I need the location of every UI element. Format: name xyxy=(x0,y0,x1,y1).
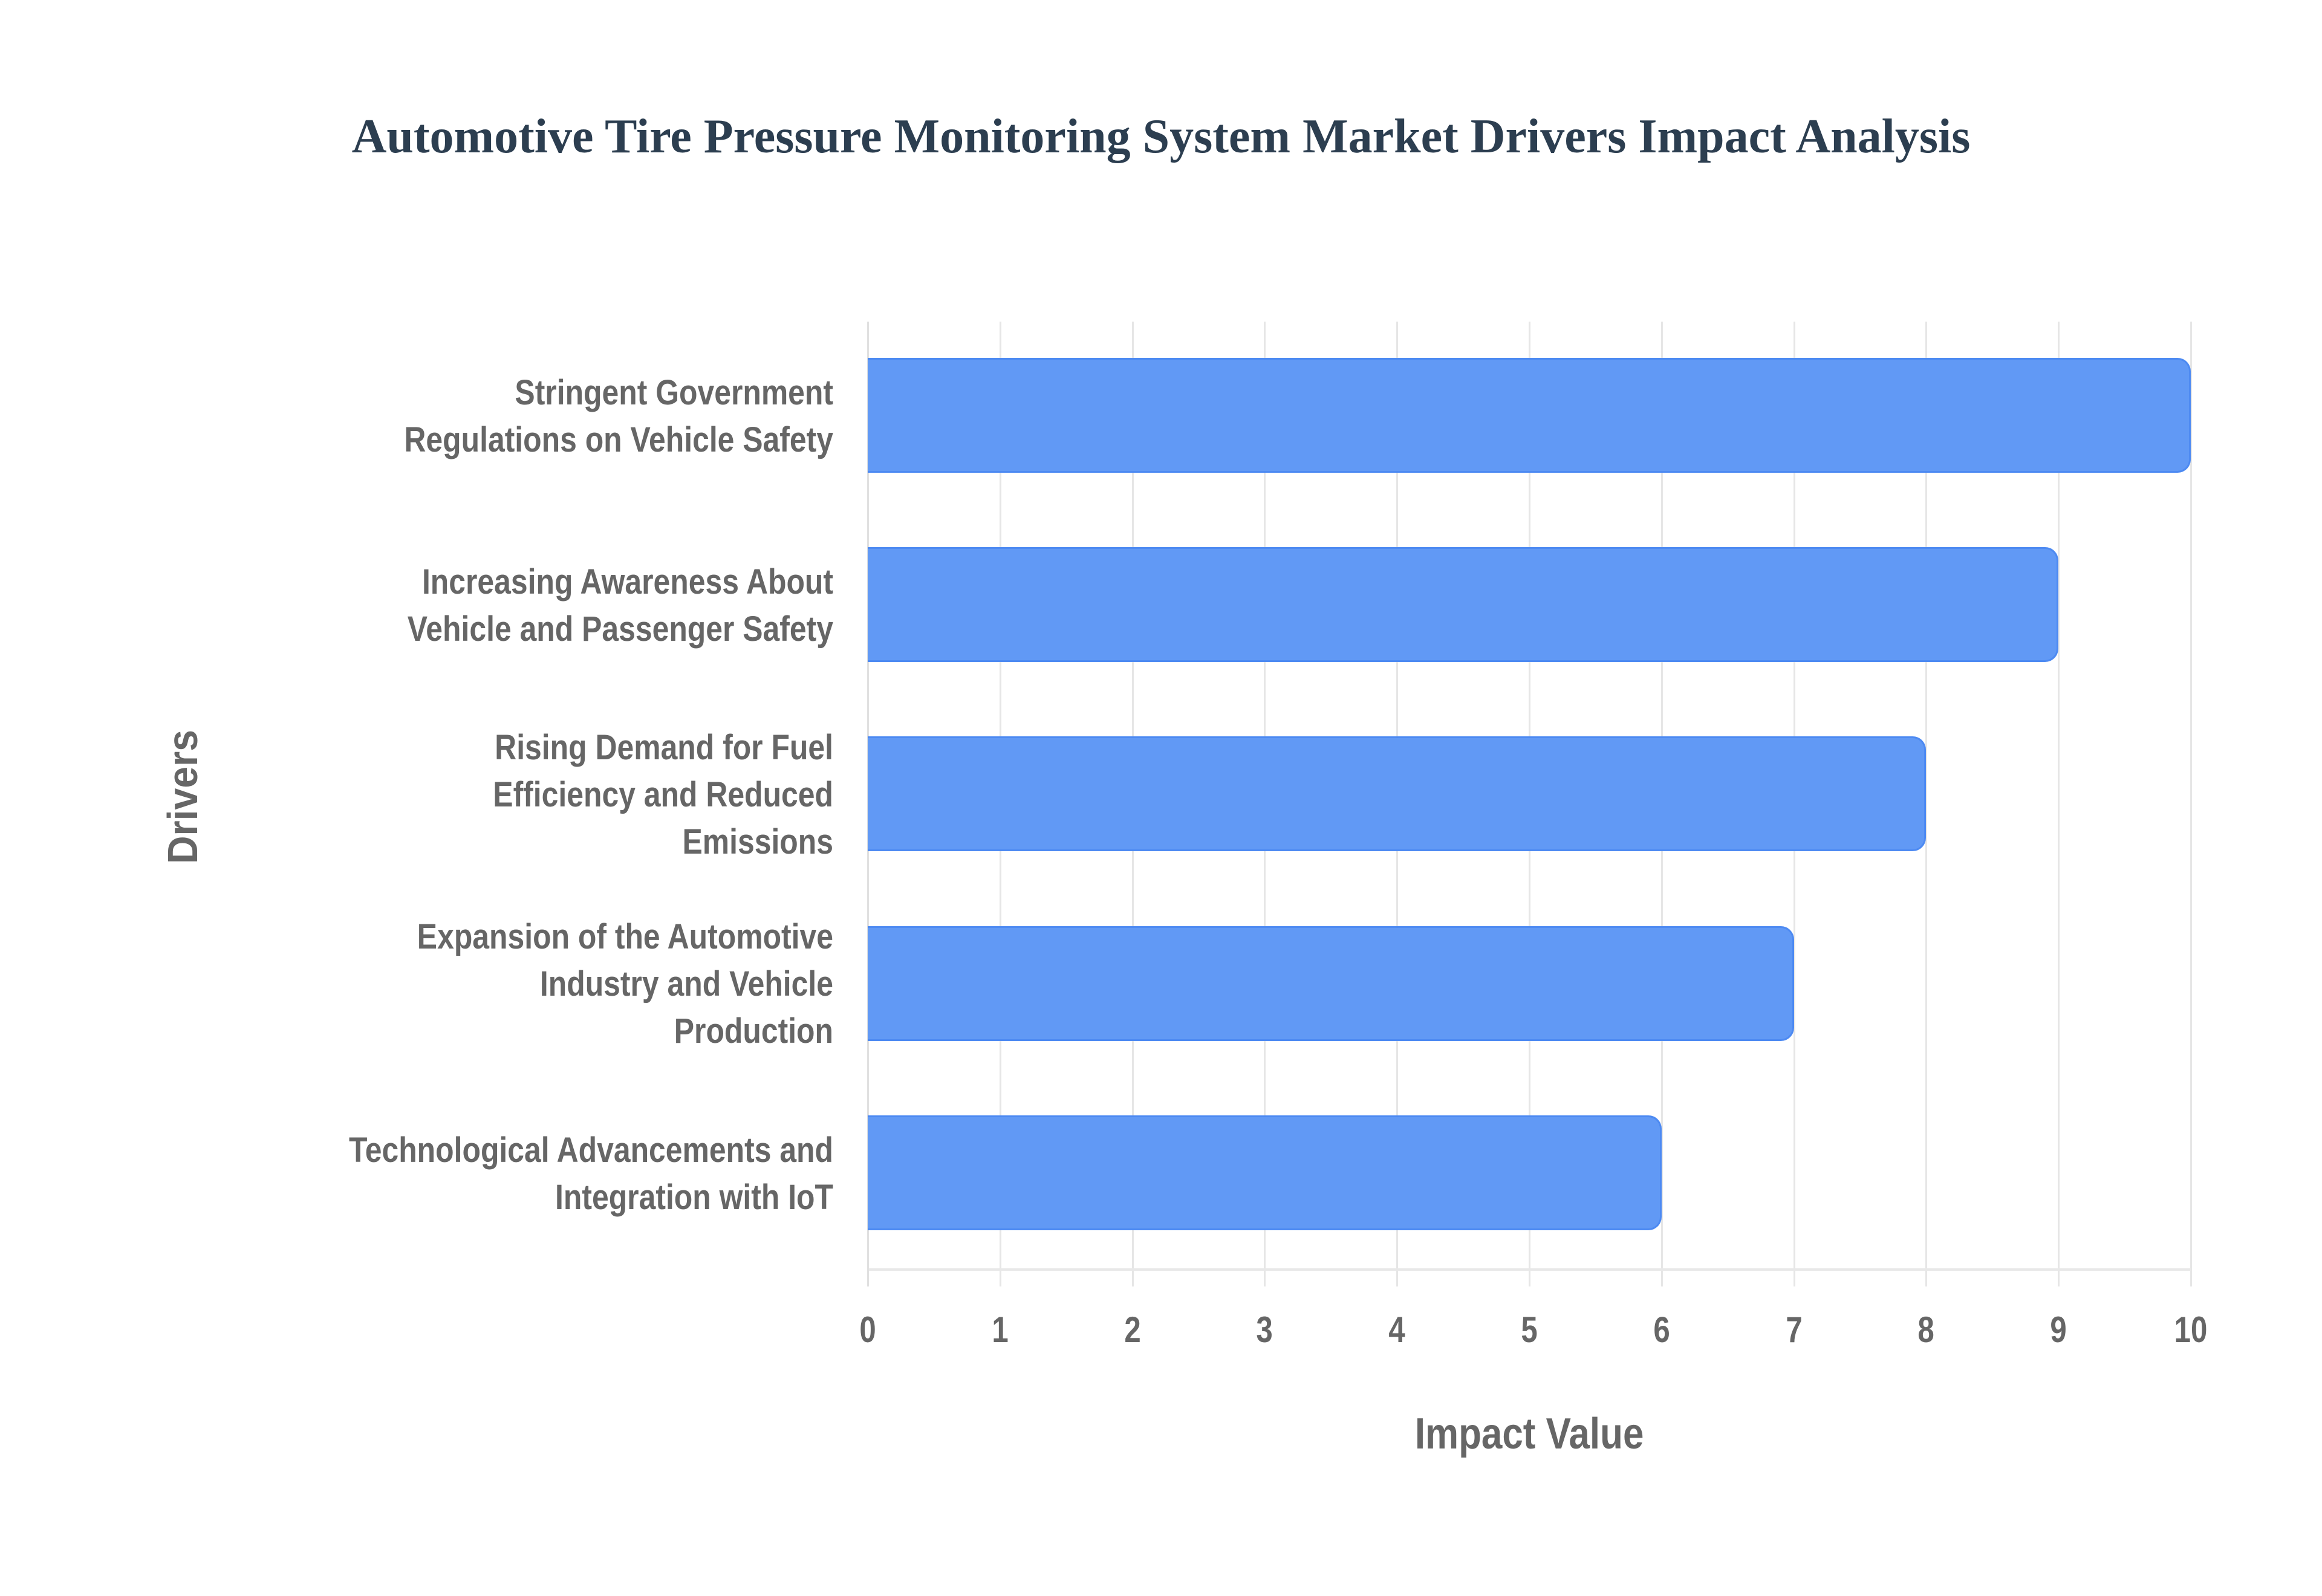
x-tick-label: 8 xyxy=(1917,1309,1935,1350)
x-tick-label: 4 xyxy=(1388,1309,1405,1350)
y-label-line: Regulations on Vehicle Safety xyxy=(404,420,833,459)
x-axis-title: Impact Value xyxy=(868,1410,2191,1458)
gridline-8 xyxy=(1925,322,1928,1286)
x-tick-label: 10 xyxy=(2174,1309,2208,1350)
bar-fuel-efficiency[interactable] xyxy=(868,736,1927,851)
x-axis-line xyxy=(868,1268,2191,1271)
y-label-line: Efficiency and Reduced xyxy=(493,775,833,814)
y-label-line: Emissions xyxy=(682,822,833,861)
y-label-line: Expansion of the Automotive xyxy=(417,917,833,956)
x-tick-label: 9 xyxy=(2050,1309,2067,1350)
gridline-10 xyxy=(2190,322,2192,1286)
bar-increasing-awareness[interactable] xyxy=(868,547,2059,662)
x-tick-label: 7 xyxy=(1785,1309,1803,1350)
y-label-increasing-awareness: Increasing Awareness About Vehicle and P… xyxy=(261,559,833,653)
x-tick-label: 2 xyxy=(1124,1309,1141,1350)
plot-area: 0 1 2 3 4 5 6 7 8 9 10 xyxy=(859,322,2207,1348)
y-label-technological-advancements: Technological Advancements and Integrati… xyxy=(261,1127,833,1221)
y-label-line: Increasing Awareness About xyxy=(421,562,833,602)
y-label-line: Integration with IoT xyxy=(555,1178,833,1217)
x-tick-label: 3 xyxy=(1256,1309,1273,1350)
y-axis-title: Drivers xyxy=(159,730,206,864)
y-label-automotive-expansion: Expansion of the Automotive Industry and… xyxy=(261,913,833,1055)
bar-automotive-expansion[interactable] xyxy=(868,926,1794,1041)
bar-technological-advancements[interactable] xyxy=(868,1115,1662,1230)
y-label-line: Production xyxy=(674,1011,833,1051)
y-label-line: Technological Advancements and xyxy=(348,1130,833,1170)
y-label-line: Industry and Vehicle xyxy=(539,964,833,1004)
y-label-line: Stringent Government xyxy=(515,373,833,412)
x-axis-title-text: Impact Value xyxy=(1414,1410,1644,1458)
x-tick-label: 1 xyxy=(992,1309,1009,1350)
y-label-stringent-regulations: Stringent Government Regulations on Vehi… xyxy=(261,369,833,464)
gridline-9 xyxy=(2058,322,2060,1286)
y-label-line: Rising Demand for Fuel xyxy=(495,728,833,767)
y-label-line: Vehicle and Passenger Safety xyxy=(407,609,833,649)
y-label-fuel-efficiency: Rising Demand for Fuel Efficiency and Re… xyxy=(261,724,833,866)
x-tick-label: 0 xyxy=(859,1309,876,1350)
x-tick-label: 6 xyxy=(1653,1309,1670,1350)
chart-title: Automotive Tire Pressure Monitoring Syst… xyxy=(351,110,1971,163)
x-tick-label: 5 xyxy=(1521,1309,1538,1350)
bar-stringent-regulations[interactable] xyxy=(868,358,2191,473)
